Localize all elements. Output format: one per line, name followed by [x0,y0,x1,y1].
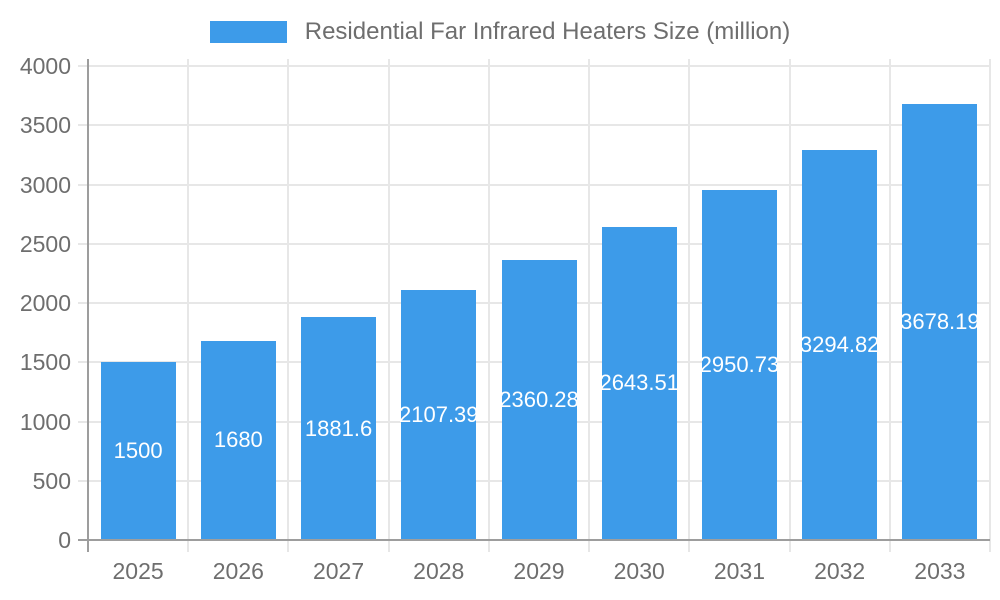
x-axis-tick-label: 2031 [713,558,766,584]
y-axis-tick-label: 3000 [19,171,71,198]
x-gridline [287,59,290,540]
bar[interactable] [701,190,777,540]
legend[interactable]: Residential Far Infrared Heaters Size (m… [0,18,1000,46]
bar[interactable] [200,340,276,540]
bar-value-label: 1680 [213,427,263,453]
y-axis-tick-label: 2500 [19,230,71,257]
y-axis-tick-label: 4000 [19,53,71,79]
x-tick-mark [989,540,991,552]
x-gridline [788,59,791,540]
y-tick-mark [78,539,88,541]
y-axis-tick-label: 2000 [19,290,71,316]
x-gridline [688,59,691,540]
x-axis-tick-label: 2033 [914,558,966,584]
x-tick-mark [287,540,290,552]
x-axis-line [88,539,990,541]
bar-value-label: 2107.39 [399,402,479,428]
y-gridline [88,183,990,186]
bar[interactable] [100,362,176,540]
y-tick-mark [78,302,88,304]
bar-value-label: 2643.51 [599,370,679,396]
y-tick-mark [78,479,88,482]
bar[interactable] [802,149,878,540]
bar-value-label: 2360.28 [499,387,579,413]
y-gridline [88,242,990,245]
bar[interactable] [902,104,978,540]
x-gridline [387,59,390,540]
y-tick-mark [78,183,88,186]
legend-label: Residential Far Infrared Heaters Size (m… [304,18,791,45]
x-tick-mark [588,540,591,552]
x-axis-tick-label: 2028 [413,558,465,584]
y-tick-mark [78,242,88,245]
x-tick-mark [788,540,791,552]
y-axis-tick-label: 3500 [19,112,71,139]
bar[interactable] [401,290,477,540]
y-tick-mark [78,361,88,364]
x-axis-tick-label: 2032 [814,558,866,584]
x-tick-mark [688,540,691,552]
bar[interactable] [501,260,577,540]
bar-value-label: 2950.73 [699,352,780,378]
x-tick-mark [387,540,390,552]
x-gridline [187,59,190,540]
y-tick-mark [78,420,88,423]
x-tick-mark [187,540,190,552]
x-gridline [588,59,591,540]
y-gridline [88,124,990,127]
x-axis-tick-label: 2025 [112,558,164,584]
y-tick-mark [78,124,88,127]
bar[interactable] [601,226,677,540]
y-axis-tick-label: 1500 [19,349,71,376]
x-tick-mark [487,540,490,552]
y-axis-tick-label: 500 [32,467,71,494]
x-tick-mark [888,540,891,552]
bar[interactable] [301,317,377,540]
legend-swatch-icon [209,21,287,43]
bar-value-label: 3294.82 [799,331,880,357]
x-gridline [487,59,490,540]
y-axis-tick-label: 0 [58,527,71,553]
bar-value-label: 1500 [113,438,163,464]
y-axis-line [87,59,89,540]
bar-value-label: 1881.6 [304,415,373,441]
x-axis-tick-label: 2026 [212,558,264,584]
bar-value-label: 3678.19 [900,309,980,335]
y-axis-tick-label: 1000 [19,408,71,435]
x-axis-tick-label: 2027 [312,558,365,584]
x-gridline [989,59,991,540]
x-tick-mark [87,540,89,552]
y-tick-mark [78,65,88,67]
x-axis-tick-label: 2030 [613,558,665,584]
x-axis-tick-label: 2029 [513,558,565,584]
y-gridline [88,65,990,67]
x-gridline [888,59,891,540]
